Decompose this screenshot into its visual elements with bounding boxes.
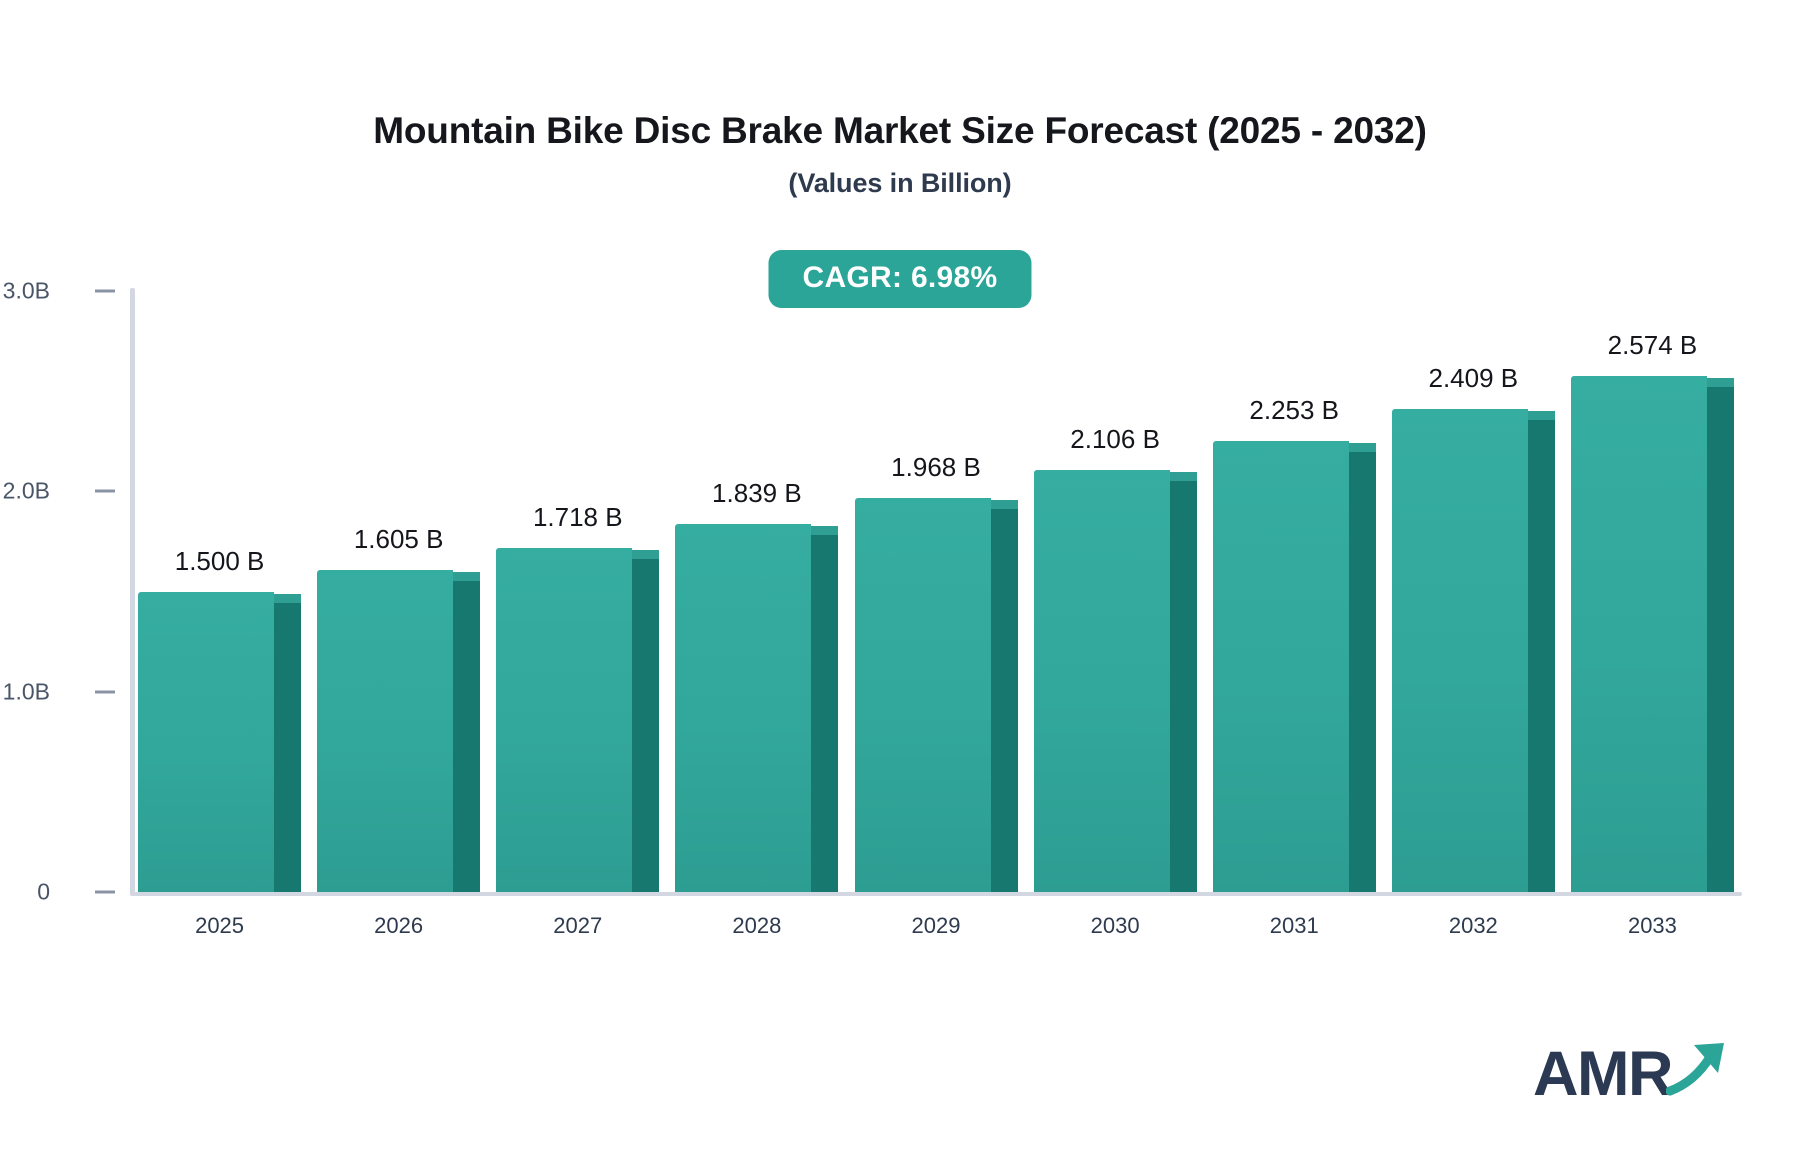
- x-tick-label: 2029: [911, 913, 961, 938]
- y-tick-mark: [95, 489, 115, 493]
- logo-text: AMR: [1533, 1039, 1673, 1109]
- bar-value-label: 1.839 B: [712, 477, 802, 508]
- bar-top-face: [811, 525, 839, 535]
- bar-front-face: [1212, 440, 1349, 892]
- y-tick-label: 3.0B: [2, 277, 50, 304]
- bar-side-face: [453, 581, 481, 892]
- y-tick-mark: [95, 690, 115, 694]
- y-tick-label: 2.0B: [2, 477, 50, 504]
- bar-2033[interactable]: [1570, 376, 1734, 892]
- growth-arrow-icon: [1665, 1039, 1740, 1102]
- bar-2032[interactable]: [1391, 409, 1555, 892]
- bar-side-face: [811, 534, 839, 892]
- bar-side-face: [1527, 420, 1555, 892]
- bar-2028[interactable]: [675, 523, 839, 892]
- bar-value-label: 1.968 B: [891, 451, 981, 482]
- x-tick-label: 2027: [553, 913, 603, 938]
- y-axis-line: [130, 288, 135, 895]
- y-tick-mark: [95, 890, 115, 894]
- x-tick-label: 2031: [1269, 913, 1319, 938]
- bar-side-face: [1348, 451, 1376, 892]
- bar-top-face: [453, 572, 481, 582]
- bar-front-face: [1033, 470, 1170, 892]
- bar-side-face: [274, 602, 302, 892]
- x-axis-line: [130, 892, 1742, 896]
- bar-2027[interactable]: [496, 547, 660, 892]
- bar-2025[interactable]: [138, 591, 302, 892]
- bar-2026[interactable]: [317, 570, 481, 892]
- bar-value-label: 1.605 B: [353, 524, 444, 555]
- bar-top-face: [1527, 411, 1555, 421]
- y-tick-label: 1.0B: [2, 678, 50, 705]
- chart-subtitle: (Values in Billion): [788, 168, 1012, 198]
- bar-2031[interactable]: [1212, 440, 1376, 892]
- x-tick-label: 2028: [732, 913, 782, 938]
- bar-top-face: [632, 549, 660, 559]
- bar-value-label: 1.500 B: [174, 545, 265, 576]
- bar-value-label: 2.409 B: [1428, 363, 1519, 394]
- plot-area: 0 1.0B 2.0B 3.0B 1.500 B 1.605 B 1.718 B 1.839…: [3, 278, 1742, 938]
- bar-top-face: [1348, 442, 1376, 452]
- bar-top-face: [1706, 378, 1734, 388]
- amr-logo: AMR: [1533, 1039, 1740, 1106]
- page-title: Mountain Bike Disc Brake Market Size For…: [373, 110, 1427, 151]
- bar-side-face: [990, 508, 1018, 892]
- x-tick-label: 2033: [1627, 913, 1677, 938]
- bar-value-label: 1.718 B: [532, 501, 623, 532]
- bar-side-face: [632, 558, 660, 892]
- bar-front-face: [854, 497, 991, 892]
- x-tick-label: 2025: [195, 913, 245, 938]
- bar-front-face: [496, 547, 633, 892]
- x-tick-label: 2026: [374, 913, 424, 938]
- bar-top-face: [1169, 472, 1197, 482]
- bar-front-face: [138, 591, 275, 892]
- bar-2030[interactable]: [1033, 470, 1197, 892]
- y-tick-mark: [95, 289, 115, 293]
- bar-front-face: [317, 570, 454, 892]
- bar-side-face: [1706, 387, 1734, 892]
- bar-2029[interactable]: [854, 497, 1018, 892]
- bar-value-label: 2.253 B: [1249, 394, 1340, 425]
- x-tick-label: 2030: [1090, 913, 1140, 938]
- bar-value-label: 2.574 B: [1607, 330, 1698, 361]
- bar-series: 1.500 B 1.605 B 1.718 B 1.839 B 1.968 B 2.106…: [130, 288, 1742, 895]
- bar-front-face: [675, 523, 812, 892]
- y-tick-label: 0: [37, 878, 50, 905]
- bar-top-face: [274, 593, 302, 603]
- x-tick-label: 2032: [1448, 913, 1498, 938]
- bar-front-face: [1391, 409, 1528, 892]
- cagr-badge: CAGR: 6.98%: [768, 250, 1032, 308]
- bar-front-face: [1570, 376, 1707, 892]
- bar-value-label: 2.106 B: [1070, 424, 1160, 455]
- bar-side-face: [1169, 481, 1197, 892]
- bar-top-face: [990, 499, 1018, 509]
